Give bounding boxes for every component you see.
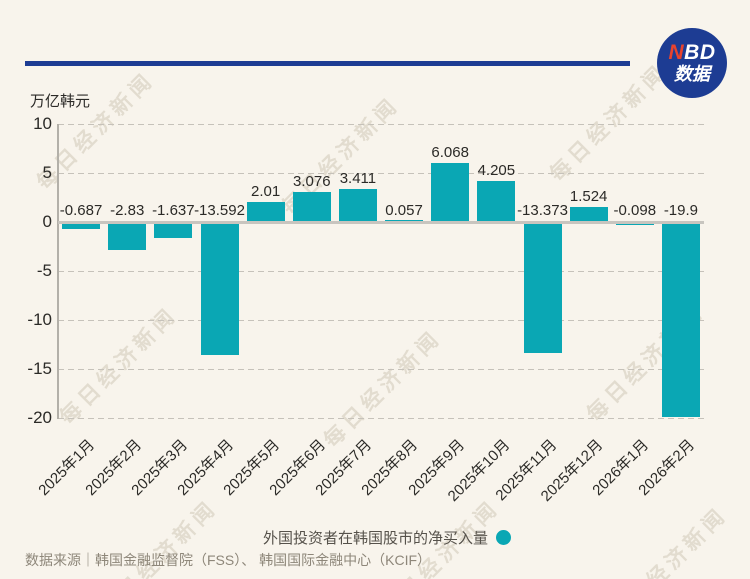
bar-value-label: -2.83 [110,201,145,219]
nbd-logo-bd: BD [684,41,716,65]
gridline [58,123,704,125]
bar-value-label: -0.098 [613,201,657,219]
y-axis-tick-label: -10 [27,310,52,329]
bar-value-label: 6.068 [431,143,469,161]
y-axis-tick-label: -5 [36,261,52,280]
y-axis-tick-label: 5 [42,163,52,182]
y-axis-unit-label: 万亿韩元 [30,93,91,110]
bar-value-label: 1.524 [569,188,608,206]
bar-value-label: 0.057 [385,202,423,220]
data-source: 数据来源｜韩国金融监督院（FSS）、 韩国国际金融中心（KCIF） [25,552,432,568]
gridline [58,368,704,370]
bar-value-label: -0.687 [59,201,103,219]
gridline [58,270,704,272]
bar [523,220,562,354]
y-axis-tick-label: 0 [42,212,52,231]
nbd-logo: NBD 数据 [657,28,727,98]
bar [569,207,608,224]
bar [246,202,285,224]
header-rule [25,61,630,66]
y-axis-tick-label: 10 [33,114,52,133]
legend: 外国投资者在韩国股市的净买入量 [12,527,750,548]
bar-value-label: -13.592 [194,201,245,219]
y-axis-line [57,124,59,419]
legend-label: 外国投资者在韩国股市的净买入量 [262,530,488,547]
bar [431,162,470,224]
bar [154,220,193,239]
nbd-logo-n: N [668,41,685,65]
nbd-logo-text: NBD [668,42,715,64]
bar [108,220,147,250]
bar [477,180,516,224]
bar [292,191,331,224]
gridline [58,172,704,174]
bar-value-label: 2.01 [251,183,281,201]
bar [62,220,101,229]
gridline [58,319,704,321]
bar-value-label: 4.205 [477,161,516,179]
gridline [58,417,704,419]
bar [338,188,377,224]
bar-value-label: 3.076 [293,172,331,190]
zero-axis-line [58,220,704,224]
y-axis-tick-label: -20 [27,408,52,427]
bar-value-label: -13.373 [517,201,568,219]
bar-value-label: -1.637 [152,201,195,219]
nbd-logo-label: 数据 [674,64,710,85]
bar-value-label: -19.9 [663,201,699,219]
bar-value-label: 3.411 [339,169,377,187]
legend-marker-dot [496,530,511,545]
bar [661,220,700,418]
y-axis-tick-label: -15 [27,359,52,378]
bar [200,220,239,356]
